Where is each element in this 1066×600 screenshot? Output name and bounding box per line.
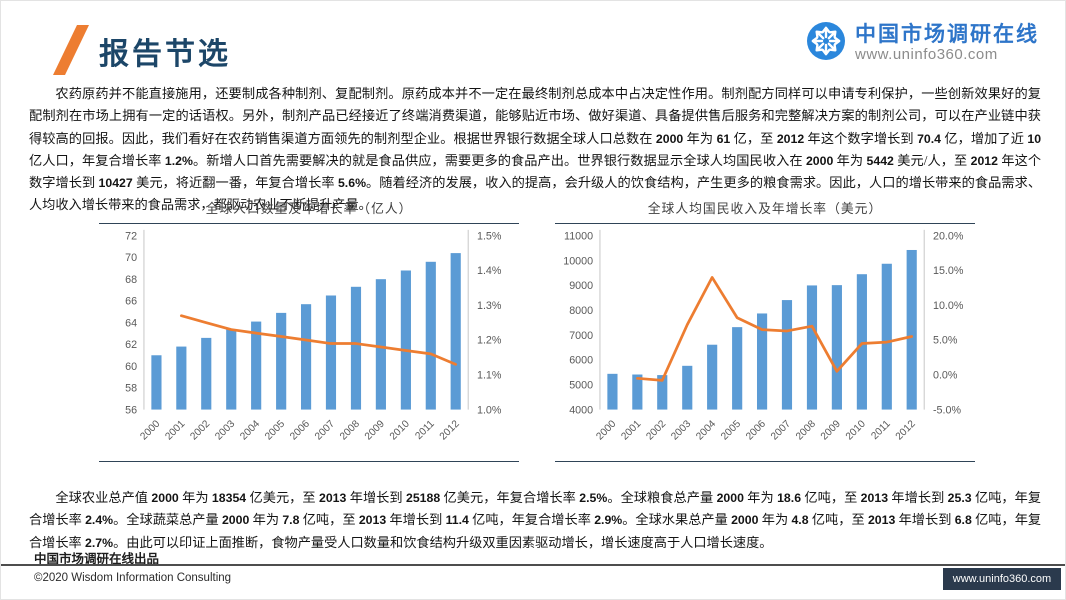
chart-title-rule — [99, 223, 519, 224]
produced-by-label: 中国市场调研在线出品 — [34, 552, 160, 566]
svg-text:9000: 9000 — [569, 280, 593, 292]
svg-text:2010: 2010 — [844, 418, 868, 442]
chart-bottom-rule — [99, 461, 519, 463]
svg-text:11000: 11000 — [564, 230, 593, 242]
income-chart-block: 全球人均国民收入及年增长率（美元） 4000 5000 6000 7000 8000 90… — [555, 198, 975, 463]
orange-slash-icon — [53, 25, 89, 80]
svg-text:2000: 2000 — [139, 418, 163, 442]
svg-text:7000: 7000 — [569, 330, 593, 342]
income-chart-title: 全球人均国民收入及年增长率（美元） — [647, 202, 883, 216]
svg-text:2008: 2008 — [338, 418, 362, 442]
svg-text:1.5%: 1.5% — [477, 230, 502, 242]
svg-text:2006: 2006 — [744, 418, 768, 442]
svg-text:2002: 2002 — [644, 418, 668, 442]
charts-row: 全球人口数量及年增长率（亿人） 56 58 60 62 64 66 68 70 72 1.0% 1.… — [99, 198, 975, 463]
svg-text:8000: 8000 — [569, 305, 593, 317]
svg-text:10000: 10000 — [563, 255, 593, 267]
svg-text:72: 72 — [125, 230, 137, 242]
svg-text:1.2%: 1.2% — [477, 335, 502, 347]
copyright-label: ©2020 Wisdom Information Consulting — [34, 572, 232, 584]
intro-paragraph: 农药原药并不能直接施用，还要制成各种制剂、复配制剂。原药成本并不一定在最终制剂总… — [29, 86, 1042, 213]
svg-text:4000: 4000 — [569, 404, 593, 416]
svg-text:2009: 2009 — [363, 418, 387, 442]
logo-name: 中国市场调研在线 — [855, 22, 1039, 46]
svg-text:6000: 6000 — [569, 355, 593, 367]
svg-text:64: 64 — [125, 317, 137, 329]
svg-text:2003: 2003 — [213, 418, 237, 442]
svg-text:2010: 2010 — [388, 418, 412, 442]
svg-text:58: 58 — [125, 383, 137, 395]
site-url-button[interactable]: www.uninfo360.com — [943, 568, 1061, 590]
svg-text:1.0%: 1.0% — [477, 404, 502, 416]
svg-text:2002: 2002 — [188, 418, 212, 442]
svg-text:2011: 2011 — [869, 418, 893, 442]
logo-url-link[interactable]: www.uninfo360.com — [855, 46, 998, 64]
svg-text:2006: 2006 — [288, 418, 312, 442]
svg-text:1.4%: 1.4% — [477, 265, 502, 277]
svg-text:2004: 2004 — [694, 418, 718, 442]
svg-text:10.0%: 10.0% — [933, 300, 964, 312]
svg-text:2001: 2001 — [163, 418, 187, 442]
svg-text:1.3%: 1.3% — [477, 300, 502, 312]
compass-arrows-icon — [806, 21, 846, 66]
svg-text:2012: 2012 — [894, 418, 918, 442]
population-chart-title: 全球人口数量及年增长率（亿人） — [205, 202, 413, 216]
svg-text:0.0%: 0.0% — [933, 370, 958, 382]
page-title: 报告节选 — [99, 38, 231, 71]
svg-text:2011: 2011 — [413, 418, 437, 442]
svg-text:2007: 2007 — [769, 418, 793, 442]
svg-text:2007: 2007 — [313, 418, 337, 442]
svg-text:2012: 2012 — [438, 418, 462, 442]
svg-text:20.0%: 20.0% — [933, 230, 964, 242]
svg-text:2005: 2005 — [719, 418, 743, 442]
population-chart-block: 全球人口数量及年增长率（亿人） 56 58 60 62 64 66 68 70 72 1.0% 1.… — [99, 198, 519, 463]
income-chart: 4000 5000 6000 7000 8000 9000 10000 11000 -5.0% 0… — [555, 224, 975, 460]
svg-text:68: 68 — [125, 274, 137, 286]
svg-text:5000: 5000 — [569, 379, 593, 391]
svg-text:5.0%: 5.0% — [933, 335, 958, 347]
svg-text:2003: 2003 — [669, 418, 693, 442]
chart-bottom-rule — [555, 461, 975, 463]
svg-text:2004: 2004 — [238, 418, 262, 442]
population-chart: 56 58 60 62 64 66 68 70 72 1.0% 1.1% 1.2% 1.3% 1.4% 1.… — [99, 224, 519, 460]
svg-text:2008: 2008 — [794, 418, 818, 442]
svg-text:-5.0%: -5.0% — [933, 404, 961, 416]
svg-text:56: 56 — [125, 404, 137, 416]
svg-text:66: 66 — [125, 296, 137, 308]
svg-text:15.0%: 15.0% — [933, 265, 964, 277]
svg-text:62: 62 — [125, 339, 137, 351]
site-logo: 中国市场调研在线 www.uninfo360.com — [806, 21, 1039, 66]
svg-text:2005: 2005 — [263, 418, 287, 442]
svg-text:2009: 2009 — [819, 418, 843, 442]
svg-text:60: 60 — [125, 361, 137, 373]
svg-text:2001: 2001 — [619, 418, 643, 442]
footer-divider — [1, 564, 1065, 566]
svg-text:1.1%: 1.1% — [477, 370, 502, 382]
svg-text:2000: 2000 — [595, 418, 619, 442]
svg-text:70: 70 — [125, 252, 137, 264]
chart-title-rule — [555, 223, 975, 224]
agriculture-paragraph: 全球农业总产值 2000 年为 18354 亿美元，至 2013 年增长到 25… — [29, 490, 1042, 550]
